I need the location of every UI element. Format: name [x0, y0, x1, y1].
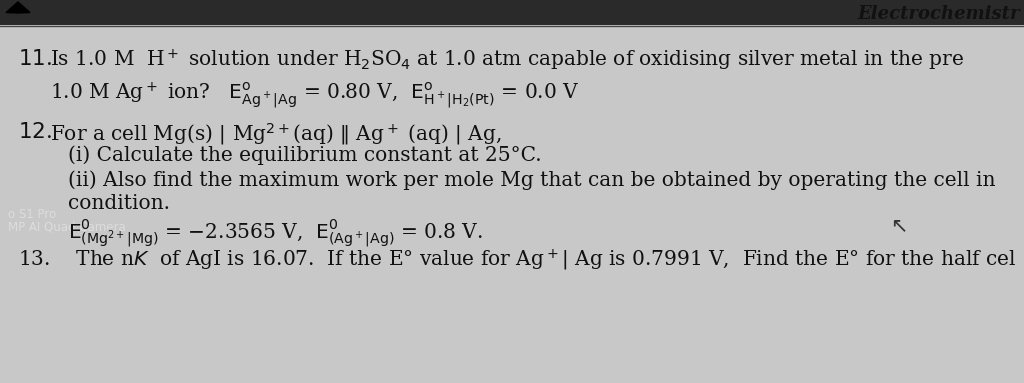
Text: o S1 Pro: o S1 Pro	[8, 208, 56, 221]
Text: $\mathit{12}$.: $\mathit{12}$.	[18, 121, 52, 143]
Text: $\mathit{11}$.: $\mathit{11}$.	[18, 48, 52, 70]
Text: $\mathrm{E^{0}_{(Mg^{2+}|Mg)}}$ = $-$2.3565 V,  $\mathrm{E^{0}_{(Ag^+|Ag)}}$ = 0: $\mathrm{E^{0}_{(Mg^{2+}|Mg)}}$ = $-$2.3…	[68, 218, 482, 250]
Polygon shape	[6, 2, 30, 13]
Text: 13.    The n$K$  of AgI is 16.07.  If the E° value for Ag$^+$$|$ Ag is 0.7991 V,: 13. The n$K$ of AgI is 16.07. If the E° …	[18, 248, 1017, 273]
Text: For a cell Mg(s) $|$ Mg$^{2+}$(aq) $\|$ Ag$^+$ (aq) $|$ Ag,: For a cell Mg(s) $|$ Mg$^{2+}$(aq) $\|$ …	[50, 121, 502, 147]
Text: MP AI Quad Camera: MP AI Quad Camera	[8, 220, 126, 233]
Text: Is 1.0 M  H$^+$ solution under H$_2$SO$_4$ at 1.0 atm capable of oxidising silve: Is 1.0 M H$^+$ solution under H$_2$SO$_4…	[50, 48, 964, 73]
Text: 1.0 M Ag$^+$ ion?   $\mathrm{E^{o}_{Ag^+|Ag}}$ = 0.80 V,  $\mathrm{E^{o}_{H^+|H_: 1.0 M Ag$^+$ ion? $\mathrm{E^{o}_{Ag^+|A…	[50, 81, 580, 111]
Text: ↖: ↖	[890, 215, 907, 235]
Text: condition.: condition.	[68, 194, 170, 213]
Text: (i) Calculate the equilibrium constant at 25°C.: (i) Calculate the equilibrium constant a…	[68, 145, 542, 165]
Text: Electrochemistr: Electrochemistr	[857, 5, 1020, 23]
Text: (ii) Also find the maximum work per mole Mg that can be obtained by operating th: (ii) Also find the maximum work per mole…	[68, 170, 995, 190]
Bar	[0, 0, 1024, 25]
